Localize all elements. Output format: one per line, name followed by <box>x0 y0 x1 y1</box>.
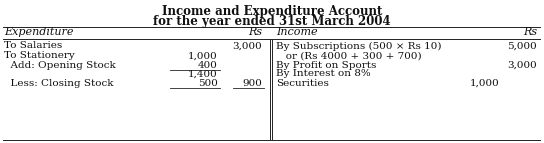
Text: 1,400: 1,400 <box>188 69 218 79</box>
Text: or (Rs 4000 + 300 + 700): or (Rs 4000 + 300 + 700) <box>276 51 422 60</box>
Text: 1,000: 1,000 <box>470 79 500 88</box>
Text: By Profit on Sports: By Profit on Sports <box>276 60 376 69</box>
Text: 400: 400 <box>198 60 218 69</box>
Text: By Subscriptions (500 × Rs 10): By Subscriptions (500 × Rs 10) <box>276 41 442 51</box>
Text: By Interest on 8%: By Interest on 8% <box>276 69 371 79</box>
Text: To Salaries: To Salaries <box>4 41 62 50</box>
Text: Rs: Rs <box>248 27 262 37</box>
Text: Securities: Securities <box>276 79 329 88</box>
Text: Income and Expenditure Account: Income and Expenditure Account <box>162 5 382 18</box>
Text: 5,000: 5,000 <box>507 41 537 50</box>
Text: 1,000: 1,000 <box>188 51 218 60</box>
Text: 3,000: 3,000 <box>507 60 537 69</box>
Text: To Stationery: To Stationery <box>4 51 75 60</box>
Text: Less: Closing Stock: Less: Closing Stock <box>4 79 114 88</box>
Text: Expenditure: Expenditure <box>4 27 73 37</box>
Text: 900: 900 <box>242 79 262 88</box>
Text: 500: 500 <box>198 79 218 88</box>
Text: Income: Income <box>276 27 318 37</box>
Text: for the year ended 31st March 2004: for the year ended 31st March 2004 <box>153 15 391 28</box>
Text: 3,000: 3,000 <box>232 41 262 50</box>
Text: Add: Opening Stock: Add: Opening Stock <box>4 60 116 69</box>
Text: Rs: Rs <box>523 27 537 37</box>
